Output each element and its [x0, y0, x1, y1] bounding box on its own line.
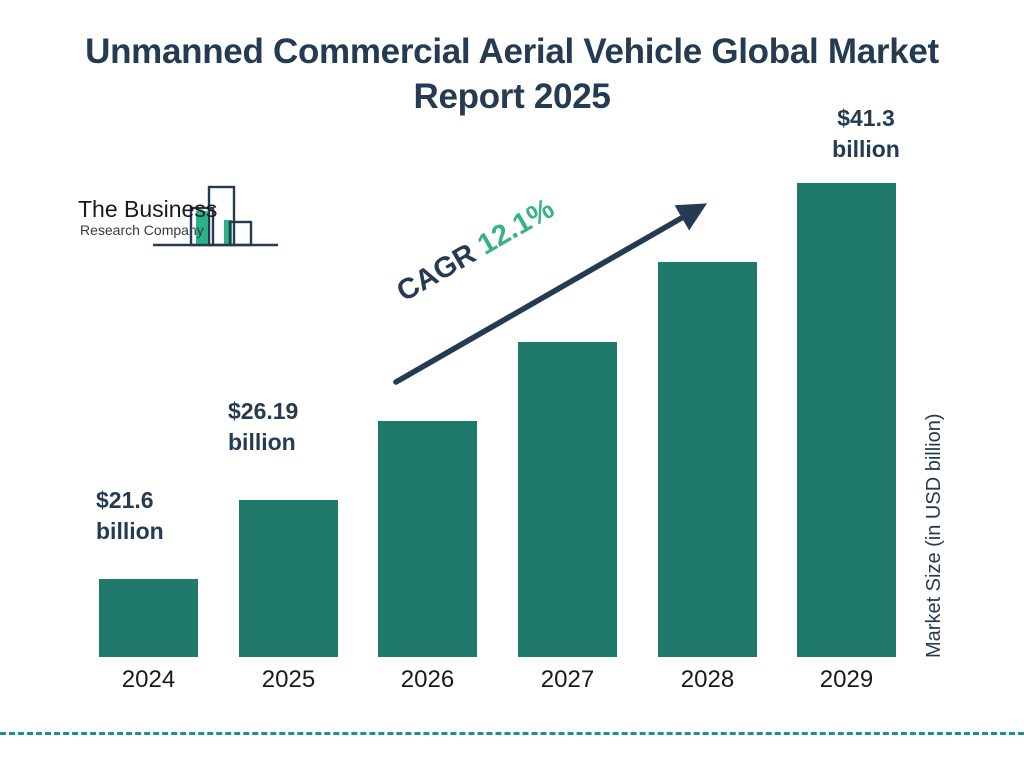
bar-2026	[378, 421, 477, 657]
x-tick-label-2027: 2027	[540, 666, 595, 693]
value-label-2029: $41.3 billion	[832, 105, 900, 162]
x-tick-label-2025: 2025	[261, 666, 316, 693]
logo-line2: Research Company	[80, 222, 204, 238]
x-tick-label-2029: 2029	[819, 666, 874, 693]
footer-divider	[0, 732, 1024, 735]
bar-2025	[239, 500, 338, 657]
page-title: Unmanned Commercial Aerial Vehicle Globa…	[85, 32, 939, 116]
bar-2027	[518, 342, 617, 657]
x-tick-label-2028: 2028	[680, 666, 735, 693]
bar-2029	[797, 183, 896, 657]
x-tick-label-2026: 2026	[400, 666, 455, 693]
y-axis-title: Market Size (in USD billion)	[919, 318, 947, 658]
value-label-2025: $26.19 billion	[228, 398, 299, 455]
value-label-2024: $21.6 billion	[96, 487, 164, 544]
company-logo: The Business Research Company	[78, 183, 283, 253]
bar-2028	[658, 262, 757, 657]
x-tick-label-2024: 2024	[121, 666, 176, 693]
logo-line1: The Business	[78, 196, 217, 222]
logo-graphic: The Business Research Company	[78, 185, 278, 247]
y-axis-title-text: Market Size (in USD billion)	[923, 413, 945, 658]
bar-2024	[99, 579, 198, 657]
